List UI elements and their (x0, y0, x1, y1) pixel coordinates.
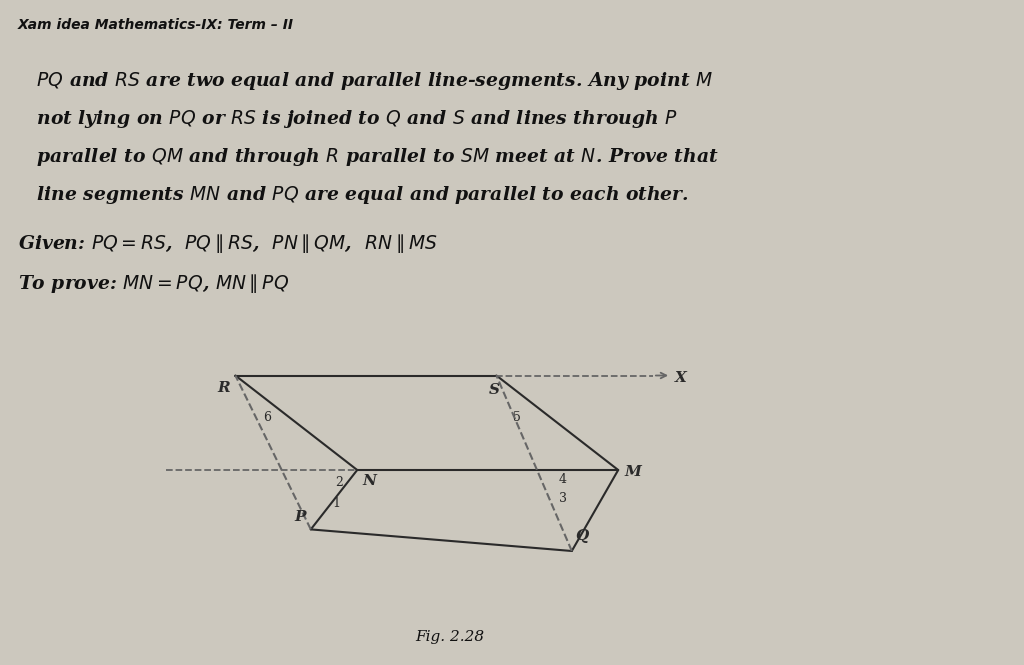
Text: Given: $PQ = RS$,  $PQ \parallel RS$,  $PN \parallel QM$,  $RN \parallel MS$: Given: $PQ = RS$, $PQ \parallel RS$, $PN… (18, 232, 437, 255)
Text: 5: 5 (513, 411, 520, 424)
Text: X: X (675, 372, 687, 386)
Text: N: N (362, 474, 376, 488)
Text: 3: 3 (559, 492, 567, 505)
Text: Q: Q (574, 529, 588, 543)
Text: S: S (488, 384, 500, 398)
Text: 2: 2 (335, 475, 343, 489)
Text: Fig. 2.28: Fig. 2.28 (416, 630, 484, 644)
Text: To prove: $MN = PQ$, $MN \parallel PQ$: To prove: $MN = PQ$, $MN \parallel PQ$ (18, 272, 290, 295)
Text: $PQ$ and $RS$ are two equal and parallel line-segments. Any point $M$: $PQ$ and $RS$ are two equal and parallel… (30, 70, 713, 92)
Text: M: M (625, 465, 641, 479)
Text: parallel to $QM$ and through $R$ parallel to $SM$ meet at $N$. Prove that: parallel to $QM$ and through $R$ paralle… (30, 146, 719, 168)
Text: Xam idea Mathematics-IX: Term – II: Xam idea Mathematics-IX: Term – II (18, 18, 294, 32)
Text: 4: 4 (559, 473, 567, 486)
Text: 6: 6 (263, 411, 271, 424)
Text: 1: 1 (333, 497, 341, 510)
Text: P: P (294, 511, 306, 525)
Text: not lying on $PQ$ or $RS$ is joined to $Q$ and $S$ and lines through $P$: not lying on $PQ$ or $RS$ is joined to $… (30, 108, 678, 130)
Text: line segments $MN$ and $PQ$ are equal and parallel to each other.: line segments $MN$ and $PQ$ are equal an… (30, 184, 689, 206)
Text: R: R (218, 380, 230, 394)
